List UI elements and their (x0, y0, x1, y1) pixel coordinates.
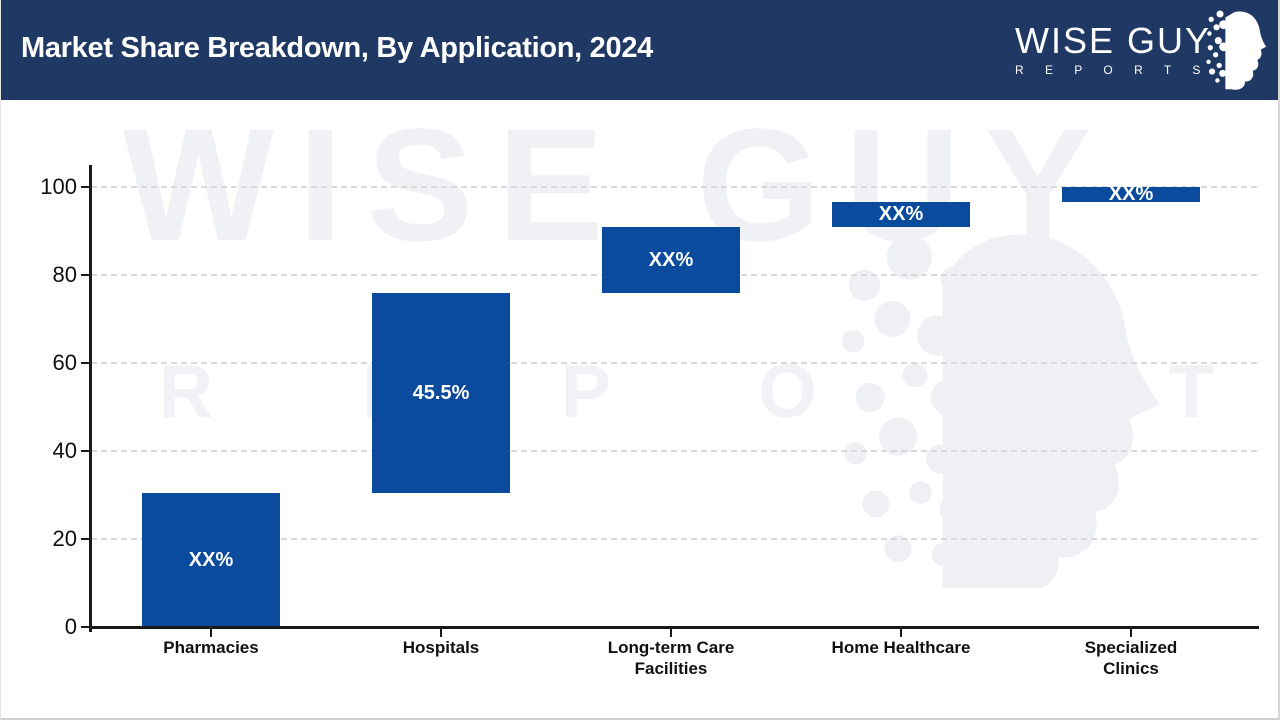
y-tick-mark-20 (81, 538, 90, 540)
x-tick-mark-long-term-care-facilities (670, 629, 672, 637)
watermark-head-icon (842, 234, 1160, 588)
x-tick-mark-specialized-clinics (1130, 629, 1132, 637)
y-tick-mark-0 (81, 626, 90, 628)
gridline-100 (91, 186, 1257, 188)
bar-long-term-care-facilities: XX% (602, 227, 740, 294)
x-category-label-line: Specialized (1084, 638, 1178, 657)
bar-value-label-specialized-clinics: XX% (1108, 183, 1154, 206)
y-tick-label-60: 60 (52, 350, 77, 375)
y-tick-label-100: 100 (40, 174, 77, 199)
x-category-label-line: Pharmacies (163, 638, 259, 657)
bar-value-label-pharmacies: XX% (188, 549, 234, 572)
x-category-label-long-term-care-facilities: Long-term Care Facilities (556, 637, 786, 679)
x-category-label-hospitals: Hospitals (326, 637, 556, 658)
x-tick-mark-pharmacies (210, 629, 212, 637)
gridline-20 (91, 538, 1257, 540)
x-category-label-line: Home Healthcare (831, 638, 971, 657)
bar-value-label-hospitals: 45.5% (412, 382, 470, 405)
x-category-label-line: Long-term Care (607, 638, 735, 657)
bar-specialized-clinics: XX% (1062, 183, 1200, 205)
y-axis-line (89, 165, 92, 632)
logo-head-icon (1206, 10, 1267, 90)
y-tick-mark-100 (81, 186, 90, 188)
x-tick-mark-hospitals (440, 629, 442, 637)
y-tick-label-0: 0 (64, 614, 77, 639)
x-axis-line (89, 626, 1259, 629)
x-category-label-line: Hospitals (402, 638, 480, 657)
bar-hospitals: 45.5% (372, 293, 510, 494)
y-tick-label-20: 20 (52, 526, 77, 551)
y-tick-mark-60 (81, 362, 90, 364)
x-category-label-line: Facilities (634, 659, 708, 678)
bar-value-label-long-term-care-facilities: XX% (648, 249, 694, 272)
page-title: Market Share Breakdown, By Application, … (21, 32, 653, 65)
y-tick-mark-40 (81, 450, 90, 452)
y-tick-label-80: 80 (52, 262, 77, 287)
x-category-label-specialized-clinics: Specialized Clinics (1016, 637, 1246, 679)
logo-subtitle: R E P O R T S (1014, 62, 1210, 77)
x-category-label-line: Clinics (1103, 659, 1159, 678)
y-tick-mark-80 (81, 274, 90, 276)
wise-guy-reports-logo: WISE GUY R E P O R T S (1015, 6, 1267, 92)
bar-pharmacies: XX% (142, 493, 280, 627)
x-category-label-pharmacies: Pharmacies (96, 637, 326, 658)
gridline-40 (91, 450, 1257, 452)
x-tick-mark-home-healthcare (900, 629, 902, 637)
header: Market Share Breakdown, By Application, … (1, 0, 1278, 100)
y-tick-label-40: 40 (52, 438, 77, 463)
x-category-label-home-healthcare: Home Healthcare (786, 637, 1016, 658)
gridline-60 (91, 362, 1257, 364)
logo-wordmark: WISE GUY (1014, 19, 1211, 61)
logo-text: WISE GUY R E P O R T S (1014, 19, 1211, 78)
bar-value-label-home-healthcare: XX% (878, 203, 924, 226)
bar-home-healthcare: XX% (832, 201, 970, 228)
